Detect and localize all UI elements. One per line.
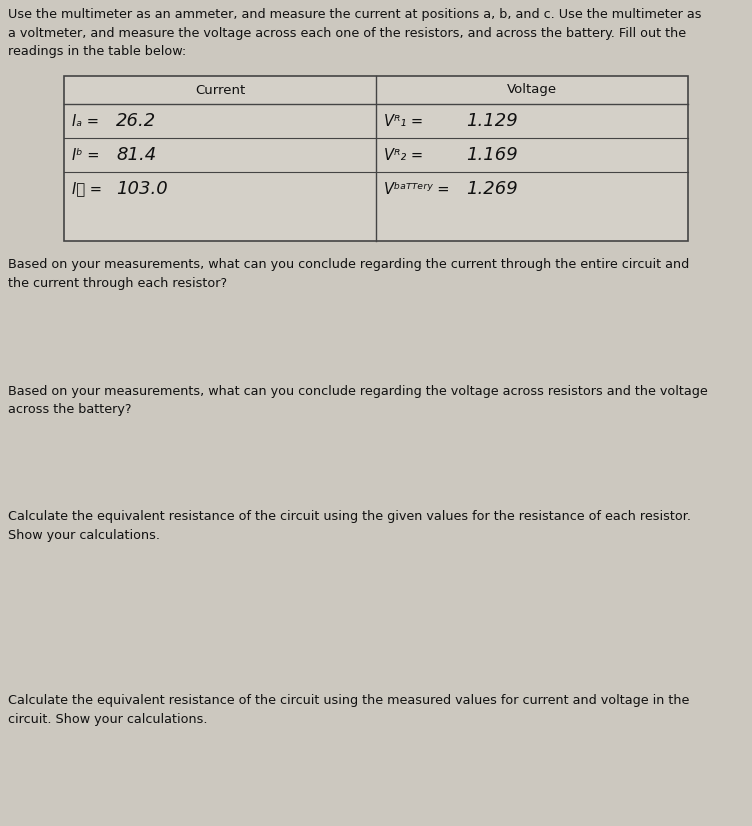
Text: Iₐ =: Iₐ = [72,113,99,129]
Text: Voltage: Voltage [507,83,557,97]
Text: Vᴿ₁ =: Vᴿ₁ = [384,113,423,129]
Text: 1.269: 1.269 [466,180,517,198]
Text: Based on your measurements, what can you conclude regarding the current through : Based on your measurements, what can you… [8,258,690,289]
Text: Calculate the equivalent resistance of the circuit using the given values for th: Calculate the equivalent resistance of t… [8,510,691,542]
Text: IᲜ =: IᲜ = [72,182,102,197]
Text: 1.169: 1.169 [466,146,517,164]
Text: Vᴿ₂ =: Vᴿ₂ = [384,148,423,163]
Text: Iᵇ =: Iᵇ = [72,148,99,163]
Bar [64,76,688,241]
Text: 1.129: 1.129 [466,112,517,130]
Text: Based on your measurements, what can you conclude regarding the voltage across r: Based on your measurements, what can you… [8,385,708,416]
Text: Vᵇᵃᵀᵀᵉʳʸ =: Vᵇᵃᵀᵀᵉʳʸ = [384,182,450,197]
Text: 81.4: 81.4 [116,146,156,164]
Text: Calculate the equivalent resistance of the circuit using the measured values for: Calculate the equivalent resistance of t… [8,694,690,725]
Text: Current: Current [195,83,245,97]
Text: 103.0: 103.0 [116,180,168,198]
Text: 26.2: 26.2 [116,112,156,130]
Text: Use the multimeter as an ammeter, and measure the current at positions a, b, and: Use the multimeter as an ammeter, and me… [8,8,702,58]
